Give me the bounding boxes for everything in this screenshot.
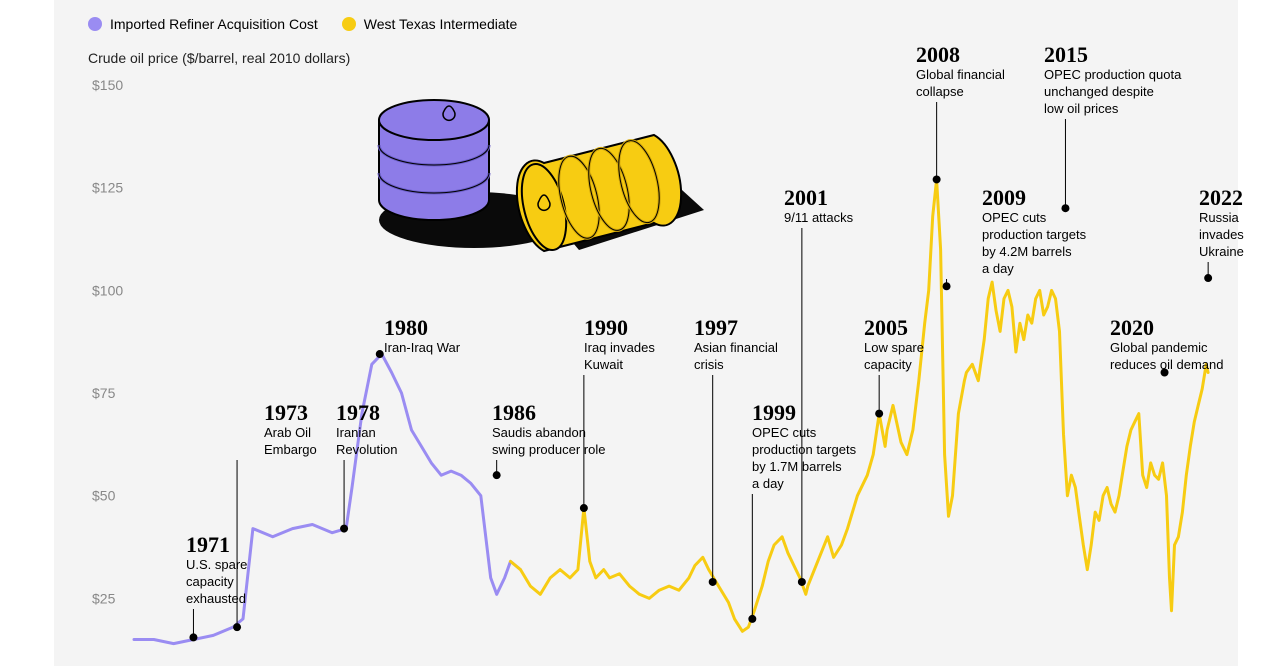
annotation-year: 1990 [584,315,628,340]
y-tick-label: $150 [92,77,123,93]
annotation-text: low oil prices [1044,101,1119,116]
annotation-year: 2001 [784,185,828,210]
annotation-text: OPEC production quota [1044,67,1182,82]
annotation-text: Russia [1199,210,1240,225]
annotation-marker [233,623,241,631]
annotation-text: crisis [694,357,724,372]
chart-page: Imported Refiner Acquisition Cost West T… [0,0,1280,666]
y-tick-label: $75 [92,385,116,401]
y-tick-label: $50 [92,488,116,504]
annotation-text: Global pandemic [1110,340,1208,355]
annotation-text: Revolution [336,442,397,457]
annotation-text: Low spare [864,340,924,355]
annotation-year: 2015 [1044,42,1088,67]
annotation-text: production targets [752,442,857,457]
annotation-marker [709,578,717,586]
annotation-text: Embargo [264,442,317,457]
annotation-year: 2022 [1199,185,1243,210]
annotation-year: 1980 [384,315,428,340]
annotation-year: 1986 [492,400,536,425]
annotation-text: swing producer role [492,442,605,457]
annotation-text: invades [1199,227,1244,242]
annotation-marker [1061,204,1069,212]
chart-svg: $25 $50 $75 $100 $125 $150 1971U.S. spare capa… [54,0,1238,666]
annotation-text: OPEC cuts [982,210,1047,225]
annotation-text: a day [752,476,784,491]
annotation-marker [1204,274,1212,282]
annotation-text: Kuwait [584,357,623,372]
y-axis-labels: $25 $50 $75 $100 $125 $150 [92,77,123,606]
annotation-year: 2008 [916,42,960,67]
annotation-marker [933,175,941,183]
annotation-text: Iranian [336,425,376,440]
annotation-text: Ukraine [1199,244,1244,259]
annotation-year: 1971 [186,532,230,557]
annotation-year: 1999 [752,400,796,425]
annotation-text: Arab Oil [264,425,311,440]
annotation-text: capacity [864,357,912,372]
barrels-illustration [379,100,704,255]
annotation-year: 2005 [864,315,908,340]
annotation-text: unchanged despite [1044,84,1154,99]
annotation-text: production targets [982,227,1087,242]
y-tick-label: $25 [92,590,116,606]
annotation-text: a day [982,261,1014,276]
annotation-text: reduces oil demand [1110,357,1223,372]
y-tick-label: $125 [92,180,123,196]
annotation-text: Saudis abandon [492,425,586,440]
annotation-text: by 4.2M barrels [982,244,1072,259]
annotation-text: Global financial [916,67,1005,82]
annotation-text: Iraq invades [584,340,655,355]
annotation-text: capacity [186,574,234,589]
annotation-text: 9/11 attacks [784,210,854,225]
annotation-marker [875,410,883,418]
series-line [511,180,1209,632]
annotation-year: 2020 [1110,315,1154,340]
annotation-year: 1973 [264,400,308,425]
annotation-marker [748,615,756,623]
annotation-year: 2009 [982,185,1026,210]
annotation-text: OPEC cuts [752,425,817,440]
annotation-marker [340,525,348,533]
y-tick-label: $100 [92,282,123,298]
annotation-marker [189,633,197,641]
annotation-year: 1978 [336,400,380,425]
annotation-text: Asian financial [694,340,778,355]
annotation-text: U.S. spare [186,557,247,572]
barrel-purple-top [379,100,489,140]
annotation-marker [943,282,951,290]
annotation-text: Iran-Iraq War [384,340,461,355]
annotation-marker [580,504,588,512]
annotation-marker [376,350,384,358]
annotation-marker [493,471,501,479]
annotation-text: by 1.7M barrels [752,459,842,474]
annotation-text: collapse [916,84,964,99]
annotation-year: 1997 [694,315,738,340]
annotation-marker [798,578,806,586]
